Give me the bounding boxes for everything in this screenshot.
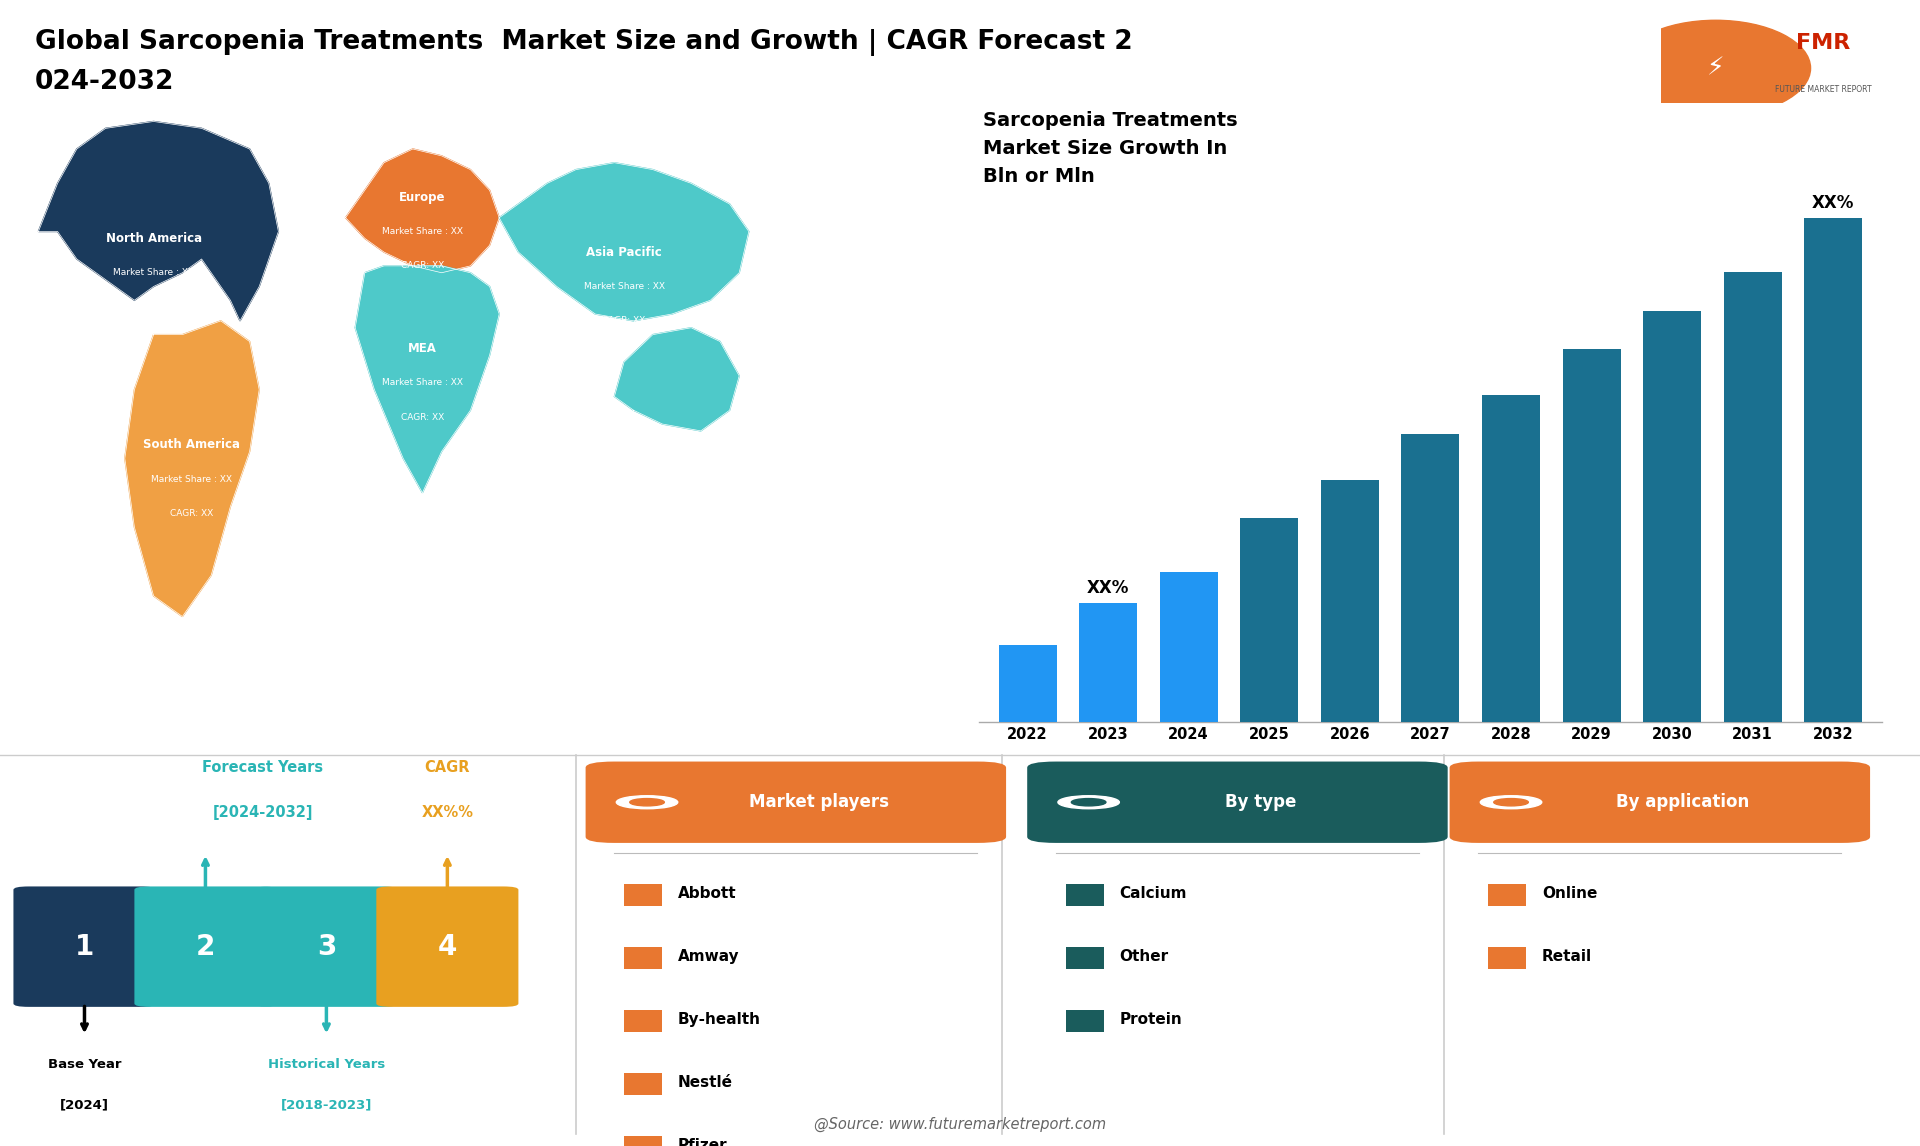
Text: @Source: www.futuremarketreport.com: @Source: www.futuremarketreport.com	[814, 1117, 1106, 1132]
Text: Calcium: Calcium	[1119, 886, 1187, 901]
Text: 1: 1	[75, 933, 94, 960]
Circle shape	[1071, 799, 1106, 806]
Text: Market Share : XX: Market Share : XX	[584, 282, 664, 291]
Text: CAGR: XX: CAGR: XX	[401, 261, 444, 270]
Text: [2024]: [2024]	[60, 1099, 109, 1112]
Text: Forecast Years: Forecast Years	[202, 760, 324, 775]
Text: Abbott: Abbott	[678, 886, 737, 901]
Text: Sarcopenia Treatments
Market Size Growth In
Bln or Mln: Sarcopenia Treatments Market Size Growth…	[983, 111, 1238, 186]
Text: Market Share : XX: Market Share : XX	[382, 378, 463, 387]
Text: Amway: Amway	[678, 949, 739, 964]
Text: Base Year: Base Year	[48, 1058, 121, 1072]
Text: CAGR: XX: CAGR: XX	[603, 316, 645, 325]
FancyBboxPatch shape	[13, 887, 156, 1007]
Text: By application: By application	[1617, 793, 1749, 811]
Text: CAGR: XX: CAGR: XX	[132, 303, 175, 312]
Text: Retail: Retail	[1542, 949, 1592, 964]
Circle shape	[1058, 795, 1119, 809]
Polygon shape	[125, 321, 259, 617]
FancyBboxPatch shape	[1066, 884, 1104, 906]
Text: XX%%: XX%%	[420, 804, 474, 819]
FancyBboxPatch shape	[586, 762, 1006, 843]
FancyBboxPatch shape	[376, 887, 518, 1007]
FancyBboxPatch shape	[255, 887, 397, 1007]
Circle shape	[1494, 799, 1528, 806]
FancyBboxPatch shape	[624, 1010, 662, 1033]
Text: FMR: FMR	[1795, 33, 1851, 53]
Polygon shape	[355, 266, 499, 493]
Text: Other: Other	[1119, 949, 1169, 964]
FancyBboxPatch shape	[624, 884, 662, 906]
Polygon shape	[38, 121, 278, 321]
Text: Market Share : XX: Market Share : XX	[382, 227, 463, 236]
Text: By type: By type	[1225, 793, 1296, 811]
Bar	[1160, 572, 1217, 722]
Circle shape	[1620, 21, 1811, 116]
Text: 024-2032: 024-2032	[35, 69, 175, 95]
Text: Protein: Protein	[1119, 1012, 1183, 1027]
FancyBboxPatch shape	[1066, 947, 1104, 970]
FancyBboxPatch shape	[1066, 1010, 1104, 1033]
Text: CAGR: XX: CAGR: XX	[401, 413, 444, 422]
Bar	[998, 645, 1056, 722]
FancyBboxPatch shape	[1488, 947, 1526, 970]
Polygon shape	[614, 328, 739, 431]
Circle shape	[630, 799, 664, 806]
Text: CAGR: XX: CAGR: XX	[171, 509, 213, 518]
Text: South America: South America	[144, 438, 240, 452]
Circle shape	[616, 795, 678, 809]
Text: XX%: XX%	[1087, 579, 1129, 597]
Text: Asia Pacific: Asia Pacific	[586, 245, 662, 259]
Bar	[1079, 603, 1137, 722]
Bar	[1644, 311, 1701, 722]
FancyBboxPatch shape	[1488, 884, 1526, 906]
Text: Market Share : XX: Market Share : XX	[152, 474, 232, 484]
Text: 3: 3	[317, 933, 336, 960]
Bar	[1482, 395, 1540, 722]
Bar	[1402, 433, 1459, 722]
Text: CAGR: CAGR	[424, 760, 470, 775]
Text: Europe: Europe	[399, 190, 445, 204]
FancyBboxPatch shape	[624, 947, 662, 970]
Text: Market players: Market players	[749, 793, 889, 811]
Text: [2018-2023]: [2018-2023]	[280, 1099, 372, 1112]
Bar	[1805, 219, 1862, 722]
Text: Pfizer: Pfizer	[678, 1138, 728, 1146]
FancyBboxPatch shape	[1027, 762, 1448, 843]
Text: Online: Online	[1542, 886, 1597, 901]
Text: Nestlé: Nestlé	[678, 1075, 733, 1091]
Circle shape	[1480, 795, 1542, 809]
FancyBboxPatch shape	[134, 887, 276, 1007]
Polygon shape	[346, 149, 499, 273]
Text: 2: 2	[196, 933, 215, 960]
FancyBboxPatch shape	[624, 1136, 662, 1146]
Text: 4: 4	[438, 933, 457, 960]
FancyBboxPatch shape	[1450, 762, 1870, 843]
Text: By-health: By-health	[678, 1012, 760, 1027]
FancyBboxPatch shape	[624, 1073, 662, 1096]
Text: XX%: XX%	[1812, 195, 1855, 212]
Text: Market Share : XX: Market Share : XX	[113, 268, 194, 277]
Text: North America: North America	[106, 231, 202, 245]
Text: [2024-2032]: [2024-2032]	[213, 804, 313, 819]
Bar	[1563, 350, 1620, 722]
Text: FUTURE MARKET REPORT: FUTURE MARKET REPORT	[1774, 85, 1872, 94]
Text: Global Sarcopenia Treatments  Market Size and Growth | CAGR Forecast 2: Global Sarcopenia Treatments Market Size…	[35, 29, 1133, 56]
Text: MEA: MEA	[407, 342, 438, 355]
Text: ⚡: ⚡	[1707, 56, 1724, 80]
Bar	[1321, 480, 1379, 722]
Bar	[1724, 273, 1782, 722]
Bar	[1240, 518, 1298, 722]
Polygon shape	[499, 163, 749, 321]
Text: Historical Years: Historical Years	[267, 1058, 386, 1072]
